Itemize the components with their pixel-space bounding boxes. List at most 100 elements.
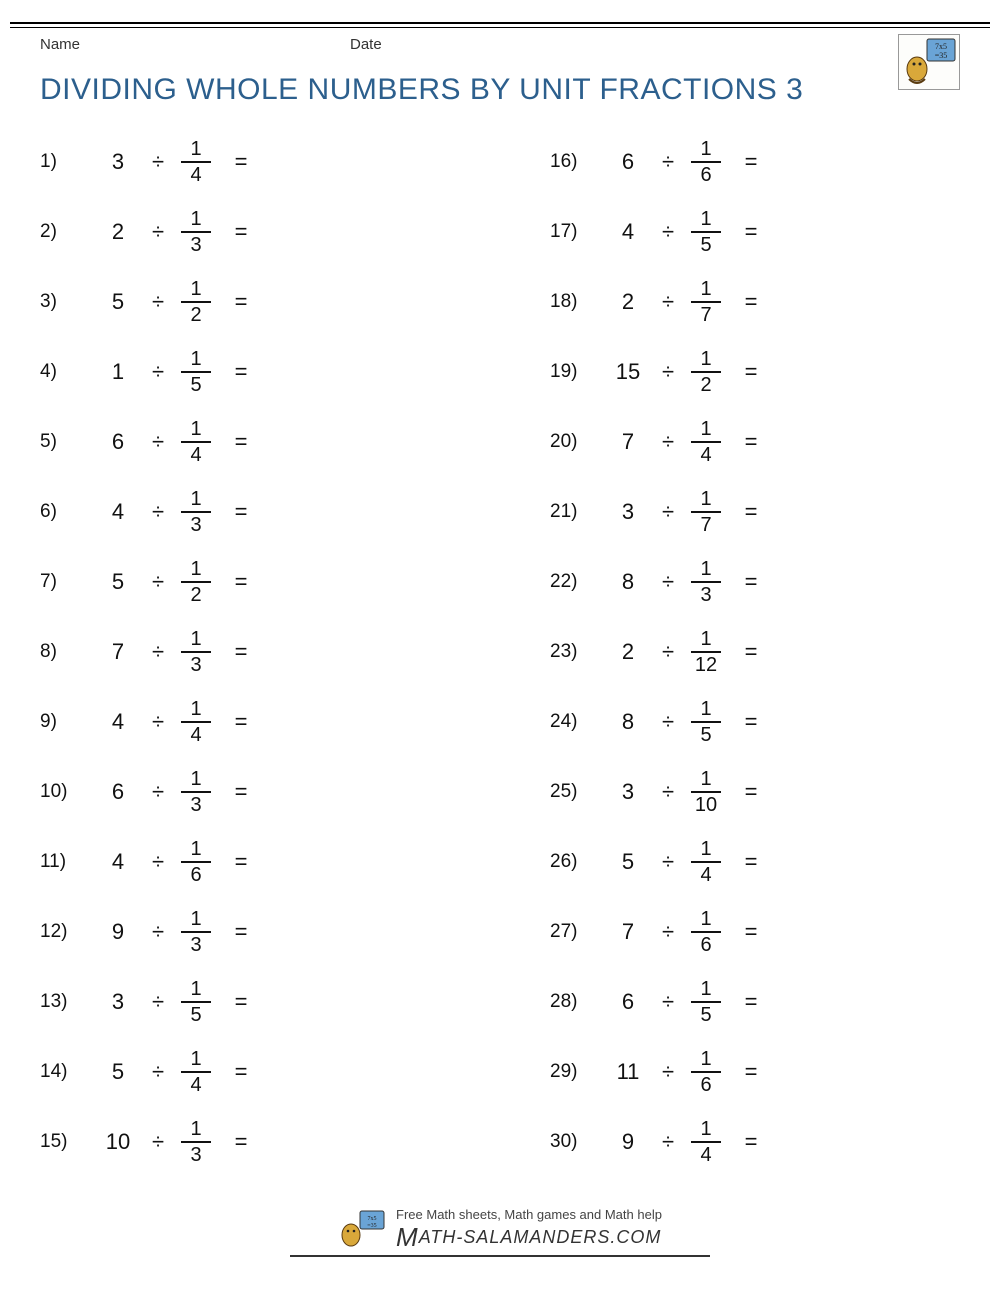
divide-symbol: ÷ <box>650 709 686 735</box>
whole-number: 5 <box>96 569 140 595</box>
unit-fraction: 15 <box>176 979 216 1025</box>
problem-number: 22) <box>550 571 606 593</box>
numerator: 1 <box>190 1119 201 1141</box>
whole-number: 4 <box>96 849 140 875</box>
problem-number: 2) <box>40 221 96 243</box>
numerator: 1 <box>190 769 201 791</box>
equals-symbol: = <box>216 289 256 315</box>
unit-fraction: 13 <box>176 1119 216 1165</box>
problem-row: 4)1÷15= <box>40 337 470 407</box>
unit-fraction: 15 <box>686 699 726 745</box>
problem-number: 16) <box>550 151 606 173</box>
problem-row: 20)7÷14= <box>550 407 980 477</box>
denominator: 4 <box>190 163 201 185</box>
equals-symbol: = <box>726 709 766 735</box>
whole-number: 4 <box>606 219 650 245</box>
numerator: 1 <box>700 839 711 861</box>
whole-number: 4 <box>96 499 140 525</box>
problem-number: 30) <box>550 1131 606 1153</box>
numerator: 1 <box>700 279 711 301</box>
denominator: 3 <box>190 233 201 255</box>
numerator: 1 <box>700 979 711 1001</box>
footer-rule <box>290 1255 710 1257</box>
problem-row: 7)5÷12= <box>40 547 470 617</box>
problem-row: 29)11÷16= <box>550 1037 980 1107</box>
unit-fraction: 13 <box>176 909 216 955</box>
worksheet-title: DIVIDING WHOLE NUMBERS BY UNIT FRACTIONS… <box>0 53 1000 117</box>
equals-symbol: = <box>216 499 256 525</box>
whole-number: 9 <box>606 1129 650 1155</box>
numerator: 1 <box>190 489 201 511</box>
equals-symbol: = <box>726 1059 766 1085</box>
whole-number: 3 <box>606 499 650 525</box>
numerator: 1 <box>700 349 711 371</box>
problem-row: 6)4÷13= <box>40 477 470 547</box>
equals-symbol: = <box>216 849 256 875</box>
divide-symbol: ÷ <box>140 919 176 945</box>
problem-number: 13) <box>40 991 96 1013</box>
problem-number: 9) <box>40 711 96 733</box>
divide-symbol: ÷ <box>140 149 176 175</box>
numerator: 1 <box>700 139 711 161</box>
name-label: Name <box>40 36 350 53</box>
numerator: 1 <box>700 419 711 441</box>
denominator: 4 <box>700 1143 711 1165</box>
svg-text:=35: =35 <box>935 51 948 60</box>
denominator: 5 <box>190 373 201 395</box>
whole-number: 1 <box>96 359 140 385</box>
problem-row: 3)5÷12= <box>40 267 470 337</box>
problem-row: 14)5÷14= <box>40 1037 470 1107</box>
divide-symbol: ÷ <box>140 359 176 385</box>
whole-number: 6 <box>606 989 650 1015</box>
divide-symbol: ÷ <box>650 779 686 805</box>
whole-number: 11 <box>606 1059 650 1085</box>
denominator: 6 <box>190 863 201 885</box>
problem-row: 18)2÷17= <box>550 267 980 337</box>
footer-tagline: Free Math sheets, Math games and Math he… <box>396 1207 662 1222</box>
denominator: 10 <box>695 793 717 815</box>
problem-number: 3) <box>40 291 96 313</box>
divide-symbol: ÷ <box>140 429 176 455</box>
divide-symbol: ÷ <box>140 289 176 315</box>
divide-symbol: ÷ <box>650 499 686 525</box>
whole-number: 9 <box>96 919 140 945</box>
problem-row: 16)6÷16= <box>550 127 980 197</box>
equals-symbol: = <box>726 219 766 245</box>
numerator: 1 <box>190 139 201 161</box>
divide-symbol: ÷ <box>650 919 686 945</box>
denominator: 4 <box>190 723 201 745</box>
unit-fraction: 14 <box>176 139 216 185</box>
unit-fraction: 16 <box>686 139 726 185</box>
equals-symbol: = <box>216 709 256 735</box>
equals-symbol: = <box>216 989 256 1015</box>
denominator: 2 <box>190 583 201 605</box>
equals-symbol: = <box>726 779 766 805</box>
denominator: 5 <box>190 1003 201 1025</box>
svg-text:=35: =35 <box>367 1223 376 1229</box>
numerator: 1 <box>700 1049 711 1071</box>
equals-symbol: = <box>216 569 256 595</box>
whole-number: 6 <box>96 779 140 805</box>
unit-fraction: 17 <box>686 489 726 535</box>
equals-symbol: = <box>726 499 766 525</box>
problem-row: 28)6÷15= <box>550 967 980 1037</box>
problem-row: 5)6÷14= <box>40 407 470 477</box>
problem-number: 14) <box>40 1061 96 1083</box>
problem-row: 22)8÷13= <box>550 547 980 617</box>
equals-symbol: = <box>216 149 256 175</box>
numerator: 1 <box>700 1119 711 1141</box>
divide-symbol: ÷ <box>140 849 176 875</box>
problem-number: 20) <box>550 431 606 453</box>
problem-row: 19)15÷12= <box>550 337 980 407</box>
whole-number: 7 <box>606 429 650 455</box>
unit-fraction: 14 <box>686 1119 726 1165</box>
problem-row: 17)4÷15= <box>550 197 980 267</box>
unit-fraction: 14 <box>176 699 216 745</box>
unit-fraction: 16 <box>686 1049 726 1095</box>
equals-symbol: = <box>216 219 256 245</box>
denominator: 2 <box>190 303 201 325</box>
divide-symbol: ÷ <box>140 709 176 735</box>
date-label: Date <box>350 36 960 53</box>
unit-fraction: 15 <box>686 209 726 255</box>
denominator: 7 <box>700 513 711 535</box>
